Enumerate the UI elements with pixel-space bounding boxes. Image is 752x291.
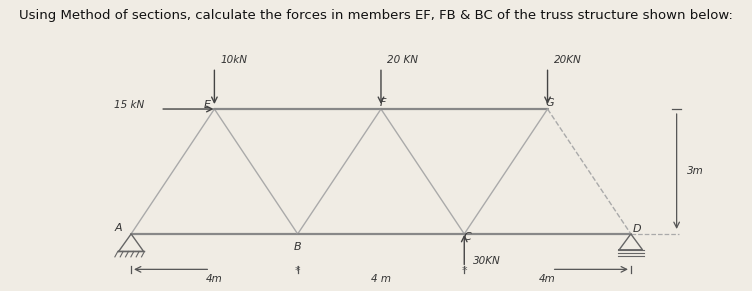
Text: 10kN: 10kN	[220, 55, 247, 65]
Text: 3m: 3m	[687, 166, 704, 176]
Text: 30KN: 30KN	[472, 256, 500, 266]
Text: 4 m: 4 m	[371, 274, 391, 283]
Text: D: D	[632, 224, 641, 234]
Text: 4m: 4m	[539, 274, 556, 283]
Text: 4m: 4m	[206, 274, 223, 283]
Text: 15 kN: 15 kN	[114, 100, 144, 110]
Text: B: B	[294, 242, 302, 252]
Text: A: A	[115, 223, 123, 233]
Text: E: E	[203, 100, 211, 110]
Text: Using Method of sections, calculate the forces in members EF, FB & BC of the tru: Using Method of sections, calculate the …	[19, 9, 733, 22]
Text: 20 KN: 20 KN	[387, 55, 418, 65]
Text: G: G	[545, 98, 554, 108]
Text: F: F	[380, 98, 387, 108]
Text: *: *	[462, 266, 467, 276]
Text: 20KN: 20KN	[553, 55, 581, 65]
Text: C: C	[464, 232, 472, 242]
Text: *: *	[295, 266, 301, 276]
